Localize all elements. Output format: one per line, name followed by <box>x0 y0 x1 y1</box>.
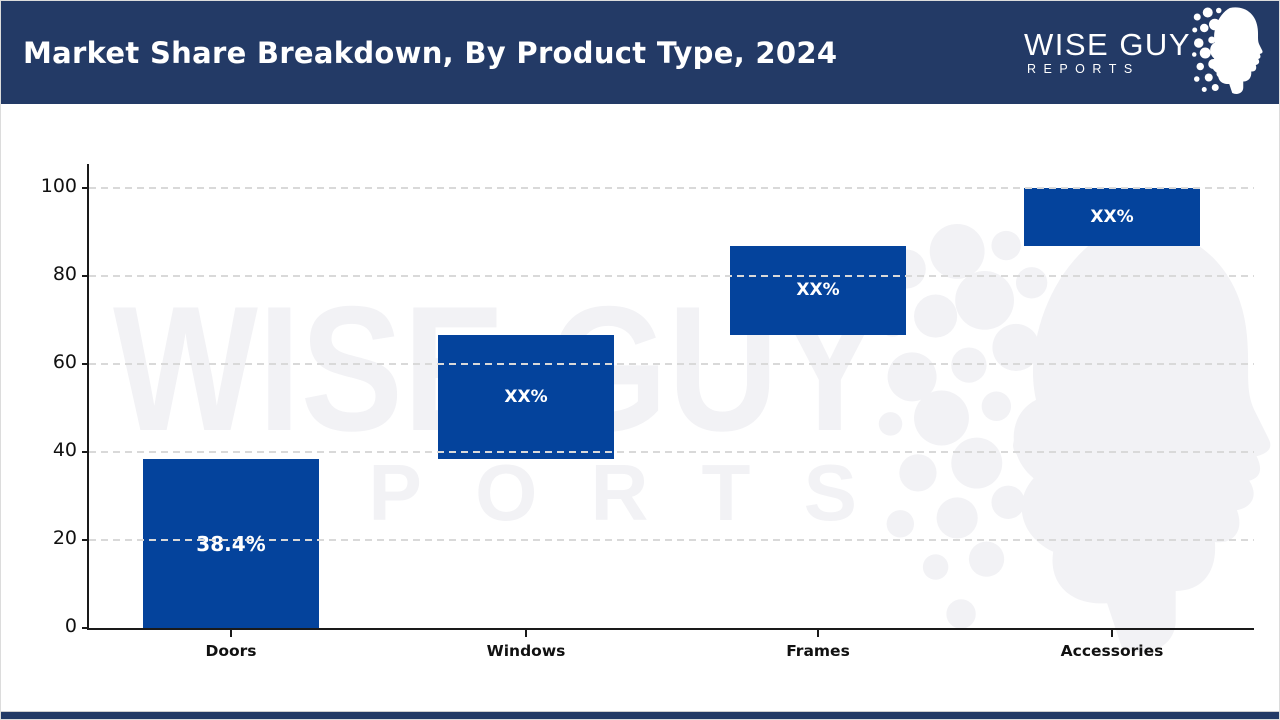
y-tick-label-100: 100 <box>40 175 77 197</box>
x-tickmark-windows <box>525 630 527 637</box>
y-tick-label-20: 20 <box>52 527 77 549</box>
footer-strip <box>1 712 1279 719</box>
logo-wordmark: WISE GUY REPORTS <box>1024 29 1191 76</box>
x-axis-spine <box>87 628 1254 630</box>
logo-face-icon <box>1192 7 1263 94</box>
bar-windows: XX% <box>438 334 614 460</box>
x-axis-label-doors: Doors <box>205 642 257 660</box>
y-tickmark-0 <box>82 627 89 629</box>
y-tick-label-40: 40 <box>52 439 77 461</box>
y-tickmark-100 <box>82 187 89 189</box>
logo-brand-name: WISE GUY <box>1023 27 1191 63</box>
logo-brand-subtext: REPORTS <box>1026 62 1140 77</box>
footer-divider <box>1 711 1279 712</box>
x-tickmark-doors <box>230 630 232 637</box>
bar-accessories: XX% <box>1024 188 1200 246</box>
x-tickmark-accessories <box>1111 630 1113 637</box>
header: Market Share Breakdown, By Product Type,… <box>1 1 1279 104</box>
x-tickmark-frames <box>817 630 819 637</box>
chart-title: Market Share Breakdown, By Product Type,… <box>23 35 838 70</box>
gridline-40 <box>89 451 1254 453</box>
gridline-60 <box>89 363 1254 365</box>
y-tick-label-60: 60 <box>52 351 77 373</box>
gridline-80 <box>89 275 1254 277</box>
bar-value-label: 38.4% <box>196 531 266 556</box>
x-axis-label-accessories: Accessories <box>1060 642 1164 660</box>
bar-frames: XX% <box>730 245 906 335</box>
y-axis-spine <box>87 164 89 630</box>
y-tick-label-0: 0 <box>64 615 77 637</box>
y-tickmark-60 <box>82 363 89 365</box>
bar-value-label: XX% <box>1090 206 1134 227</box>
y-tick-label-80: 80 <box>52 263 77 285</box>
gridline-100 <box>89 187 1254 189</box>
x-axis-label-frames: Frames <box>786 642 850 660</box>
y-tickmark-40 <box>82 451 89 453</box>
plot-layer: 38.4% XX% XX% XX% 0 20 40 60 80 100 Doors Windows Fr… <box>1 104 1279 714</box>
y-tickmark-20 <box>82 539 89 541</box>
gridline-20 <box>89 539 1254 541</box>
bar-value-label: XX% <box>796 280 840 301</box>
brand-logo: WISE GUY REPORTS <box>1024 5 1277 100</box>
bar-value-label: XX% <box>504 386 548 407</box>
y-tickmark-80 <box>82 275 89 277</box>
bar-doors: 38.4% <box>143 459 319 628</box>
plot-area: WISE GUY REPORTS 38.4%XX%XX%XX%020406080… <box>1 104 1279 714</box>
x-axis-label-windows: Windows <box>486 642 566 660</box>
